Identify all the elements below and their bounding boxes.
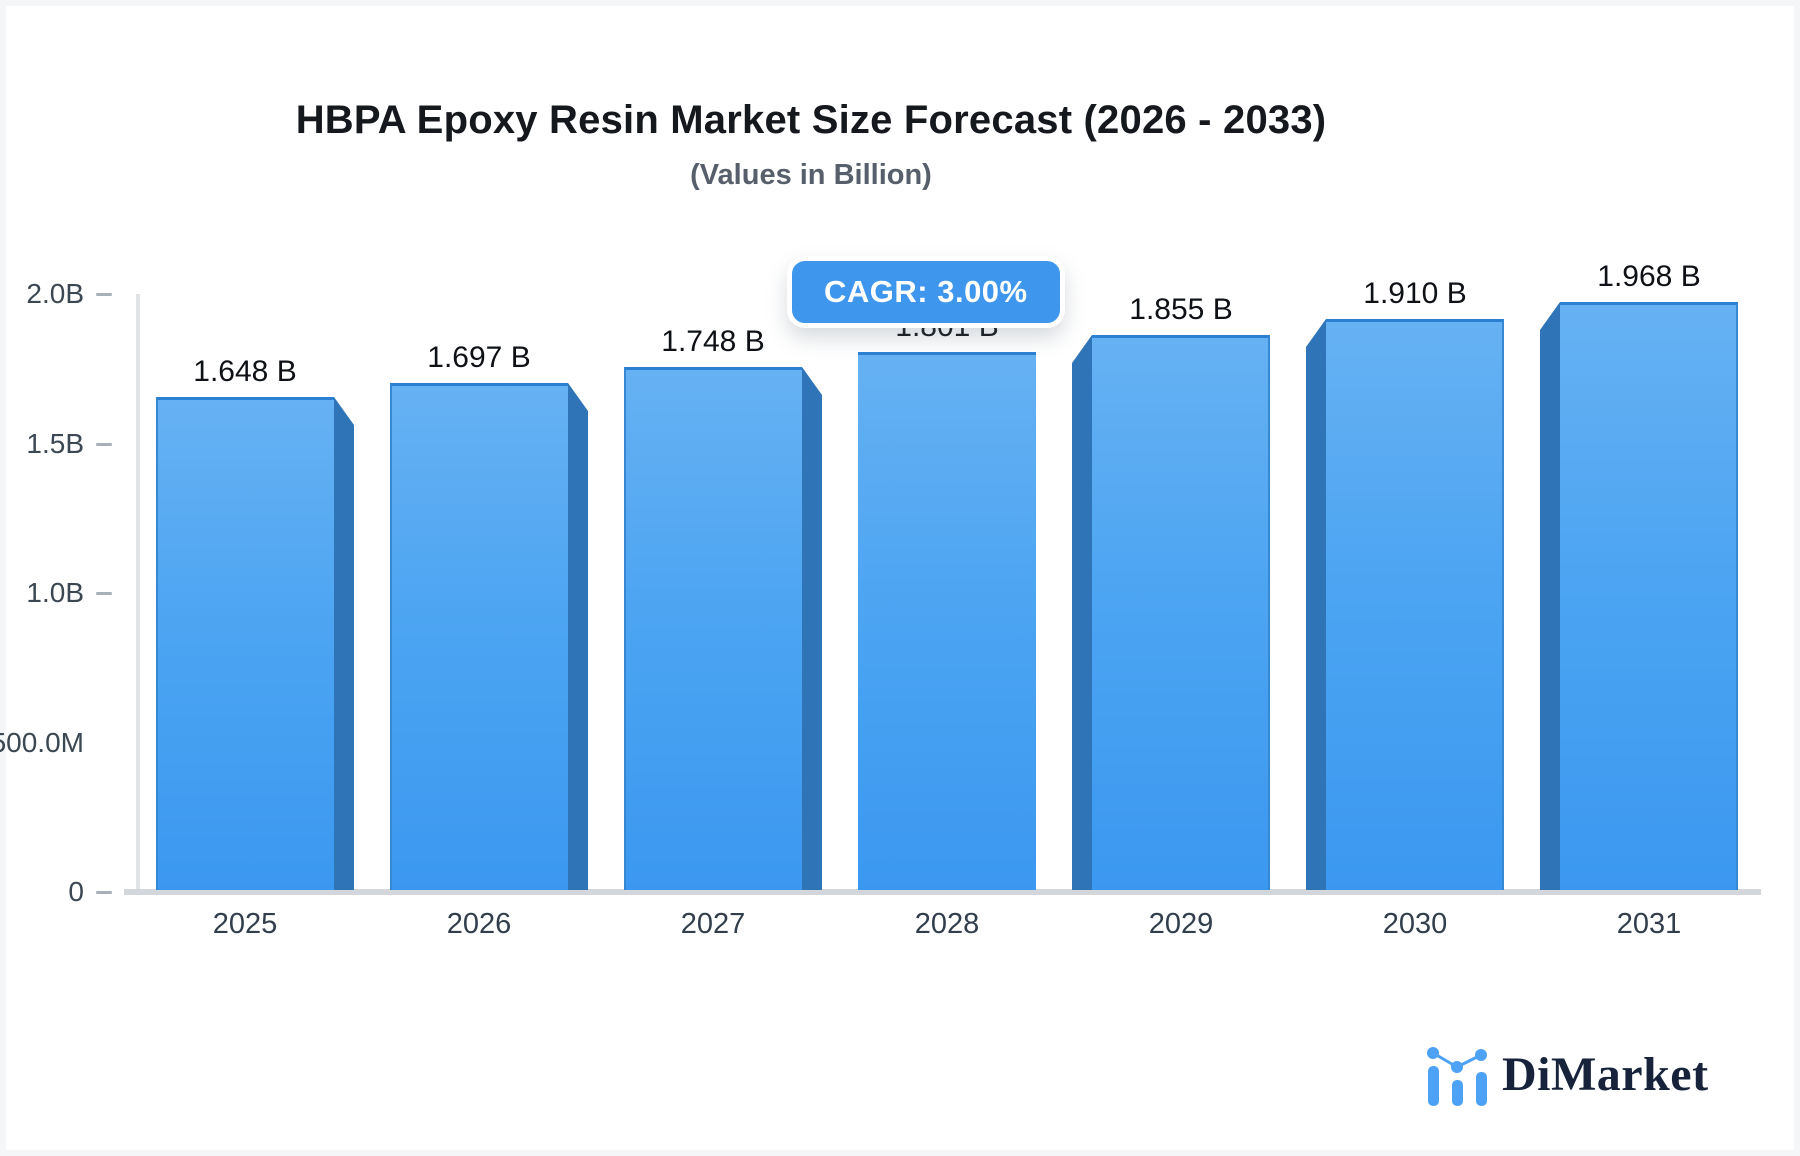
y-tick: 1.5B bbox=[26, 428, 112, 459]
bar-value-label: 1.648 B bbox=[193, 355, 297, 388]
y-tick-mark bbox=[96, 292, 112, 296]
chart-subtitle: (Values in Billion) bbox=[690, 159, 932, 191]
chart-header: HBPA Epoxy Resin Market Size Forecast (2… bbox=[6, 98, 1616, 192]
cagr-badge: CAGR: 3.00% bbox=[787, 256, 1065, 328]
bar[interactable]: 1.968 B 2031 bbox=[1540, 260, 1738, 940]
y-tick: 500.0M bbox=[0, 727, 112, 758]
bar-face[interactable] bbox=[156, 397, 334, 890]
chart-card: HBPA Epoxy Resin Market Size Forecast (2… bbox=[0, 6, 1794, 1150]
bar-3d-side bbox=[802, 367, 822, 890]
bar-value-label: 1.748 B bbox=[661, 325, 765, 358]
x-axis-category-label: 2028 bbox=[914, 908, 980, 940]
x-axis-category-label: 2029 bbox=[1148, 908, 1214, 940]
x-axis-category-label: 2027 bbox=[680, 908, 746, 940]
y-tick-label: 1.5B bbox=[26, 428, 84, 459]
y-tick-label: 2.0B bbox=[26, 278, 84, 309]
bar[interactable]: 1.801 B 2028 bbox=[858, 310, 1036, 940]
bar-line-chart-icon bbox=[1426, 1042, 1488, 1106]
bar[interactable]: 1.910 B 2030 bbox=[1306, 277, 1504, 940]
y-tick-label: 0 bbox=[68, 876, 84, 907]
y-tick: 1.0B bbox=[26, 577, 112, 608]
bar-series: 1.648 B 2025 1.697 B 2026 1.748 B 2027 1… bbox=[156, 260, 1738, 940]
bar-face[interactable] bbox=[624, 367, 802, 890]
brand-name: DiMarket bbox=[1502, 1047, 1709, 1101]
bar-value-label: 1.697 B bbox=[427, 341, 531, 374]
y-tick: 2.0B bbox=[26, 278, 112, 309]
bar-face[interactable] bbox=[390, 383, 568, 890]
bar-3d-side bbox=[1072, 335, 1092, 890]
chart-title: HBPA Epoxy Resin Market Size Forecast (2… bbox=[295, 98, 1327, 142]
bar[interactable]: 1.748 B 2027 bbox=[624, 325, 822, 940]
bar-3d-side bbox=[568, 383, 588, 890]
bar-3d-side bbox=[334, 397, 354, 890]
x-axis-category-label: 2030 bbox=[1382, 908, 1448, 940]
x-axis-category-label: 2025 bbox=[212, 908, 278, 940]
y-axis-line bbox=[136, 294, 140, 891]
y-tick-mark bbox=[96, 591, 112, 595]
bar-value-label: 1.968 B bbox=[1597, 260, 1701, 293]
bar[interactable]: 1.648 B 2025 bbox=[156, 355, 354, 940]
bar-face[interactable] bbox=[1326, 319, 1504, 890]
bar[interactable]: 1.855 B 2029 bbox=[1072, 293, 1270, 940]
y-tick-label: 500.0M bbox=[0, 727, 84, 758]
bar-face[interactable] bbox=[1092, 335, 1270, 890]
x-axis-category-label: 2031 bbox=[1616, 908, 1682, 940]
y-tick: 0 bbox=[68, 876, 112, 907]
bar-face[interactable] bbox=[858, 352, 1036, 890]
bar-value-label: 1.855 B bbox=[1129, 293, 1233, 326]
bar-value-label: 1.910 B bbox=[1363, 277, 1467, 310]
x-axis-category-label: 2026 bbox=[446, 908, 512, 940]
bar-3d-side bbox=[1306, 319, 1326, 890]
bar[interactable]: 1.697 B 2026 bbox=[390, 341, 588, 940]
brand-logo[interactable]: DiMarket bbox=[1426, 1042, 1709, 1106]
bar-face[interactable] bbox=[1560, 302, 1738, 890]
bar-3d-side bbox=[1540, 302, 1560, 890]
y-tick-mark bbox=[96, 890, 112, 894]
y-tick-label: 1.0B bbox=[26, 577, 84, 608]
y-tick-mark bbox=[96, 442, 112, 446]
x-axis-baseline bbox=[124, 889, 1761, 895]
